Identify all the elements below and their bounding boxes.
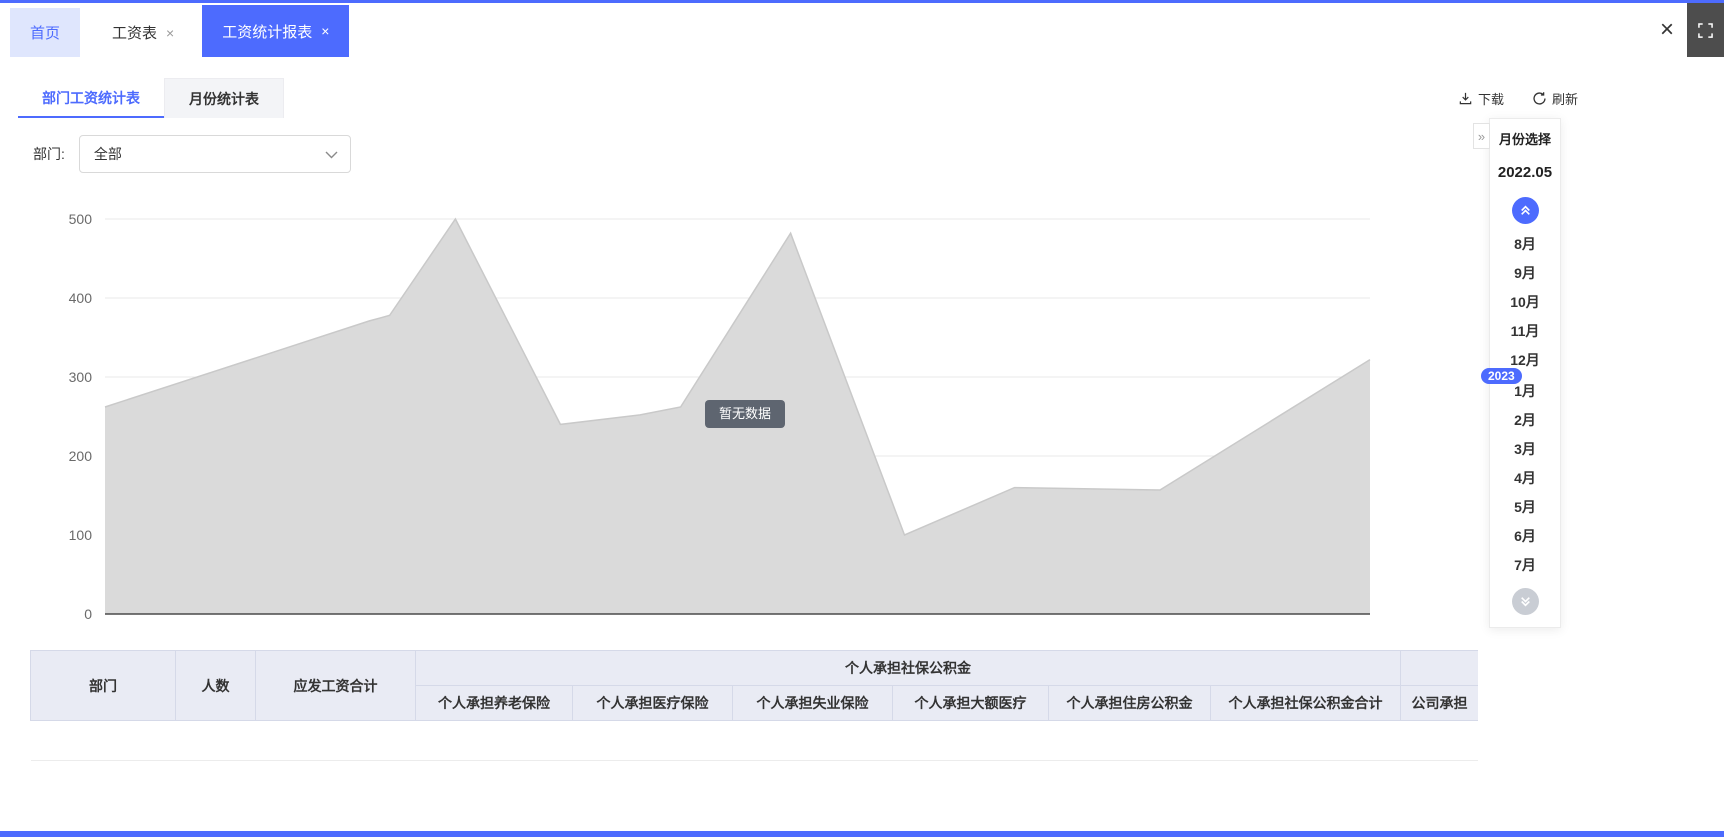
- collapse-panel-icon[interactable]: »: [1473, 123, 1490, 149]
- bottom-accent-line: [0, 831, 1724, 837]
- tab-label: 首页: [30, 25, 61, 42]
- scroll-up-button[interactable]: [1511, 197, 1539, 224]
- fullscreen-button[interactable]: [1687, 3, 1724, 57]
- tab-month-stats[interactable]: 月份统计表: [164, 78, 284, 118]
- tab-close-icon[interactable]: ×: [166, 24, 175, 41]
- top-accent-line: [0, 0, 1724, 3]
- svg-text:200: 200: [69, 448, 93, 464]
- selected-month: 2022.05: [1497, 164, 1553, 181]
- table-group-personal-contrib: 个人承担社保公积金: [415, 650, 1401, 686]
- table-col-unemployment: 个人承担失业保险: [732, 685, 893, 721]
- download-label: 下载: [1477, 91, 1504, 107]
- department-filter: 部门: 全部: [33, 134, 351, 174]
- table-col-personal-total: 个人承担社保公积金合计: [1210, 685, 1401, 721]
- department-select[interactable]: 全部: [78, 135, 351, 173]
- download-button[interactable]: 下载: [1458, 89, 1504, 108]
- tab-close-icon[interactable]: ×: [321, 23, 330, 39]
- svg-text:0: 0: [84, 606, 92, 622]
- select-value: 全部: [93, 146, 122, 162]
- month-item[interactable]: 12月: [1510, 352, 1540, 368]
- report-tab-bar: 部门工资统计表 月份统计表: [18, 78, 284, 118]
- month-item[interactable]: 5月: [1514, 499, 1536, 515]
- refresh-icon: [1533, 91, 1546, 105]
- tab-label: 工资表: [112, 25, 158, 42]
- filter-label: 部门:: [33, 146, 65, 162]
- svg-text:300: 300: [69, 369, 93, 385]
- svg-text:100: 100: [69, 527, 93, 543]
- svg-text:400: 400: [69, 290, 93, 306]
- fullscreen-icon: [1698, 22, 1713, 38]
- month-item[interactable]: 9月: [1514, 265, 1536, 281]
- tab-home[interactable]: 首页: [10, 8, 81, 57]
- double-chevron-up-icon: [1520, 205, 1530, 215]
- download-icon: [1459, 92, 1472, 104]
- tab-salary-report[interactable]: 工资统计报表 ×: [202, 5, 350, 57]
- month-selector-panel: » 月份选择 2022.05 8月 9月 10月 11月 12月 2023 1月…: [1473, 118, 1561, 628]
- month-item[interactable]: 3月: [1514, 441, 1536, 457]
- refresh-button[interactable]: 刷新: [1532, 89, 1578, 108]
- table-col-medical: 个人承担医疗保险: [572, 685, 733, 721]
- month-item[interactable]: 4月: [1514, 470, 1536, 486]
- salary-area-chart: 0 100 200 300 400 500 暂无数据: [30, 186, 1475, 638]
- month-item[interactable]: 2月: [1514, 412, 1536, 428]
- window-tab-bar: 首页 工资表 × 工资统计报表 ×: [0, 3, 1724, 57]
- month-item[interactable]: 10月: [1510, 294, 1540, 310]
- chevron-down-icon: [325, 151, 338, 159]
- month-item[interactable]: 6月: [1514, 528, 1536, 544]
- refresh-label: 刷新: [1551, 91, 1578, 107]
- month-item[interactable]: 11月: [1510, 323, 1540, 339]
- salary-summary-table: 部门 人数 应发工资合计 个人承担社保公积金 个人承担养老保险 个人承担医疗保险…: [30, 650, 1478, 761]
- month-item[interactable]: 7月: [1514, 557, 1536, 573]
- tab-salary-sheet[interactable]: 工资表 ×: [92, 8, 195, 57]
- tab-department-stats[interactable]: 部门工资统计表: [18, 78, 164, 118]
- table-col-housing-fund: 个人承担住房公积金: [1048, 685, 1211, 721]
- close-icon[interactable]: ×: [1659, 16, 1674, 43]
- table-col-headcount: 人数: [175, 650, 256, 721]
- table-empty-row: [30, 720, 1478, 761]
- table-col-pension: 个人承担养老保险: [415, 685, 573, 721]
- toolbar-actions: 下载 刷新: [1458, 78, 1578, 118]
- month-item[interactable]: 8月: [1514, 236, 1536, 252]
- table-col-gross-total: 应发工资合计: [255, 650, 416, 721]
- table-col-major-medical: 个人承担大额医疗: [892, 685, 1049, 721]
- table-group-company-cut: [1400, 650, 1478, 686]
- no-data-tooltip: 暂无数据: [705, 400, 786, 428]
- month-item[interactable]: 1月: [1514, 383, 1536, 399]
- scroll-down-button[interactable]: [1511, 588, 1539, 615]
- svg-text:500: 500: [69, 211, 93, 227]
- double-chevron-down-icon: [1520, 597, 1530, 607]
- table-col-department: 部门: [30, 650, 176, 721]
- year-badge: 2023: [1481, 368, 1522, 384]
- tab-label: 工资统计报表: [222, 23, 313, 41]
- table-col-company-partial: 公司承担: [1400, 685, 1478, 721]
- month-panel-title: 月份选择: [1498, 132, 1551, 147]
